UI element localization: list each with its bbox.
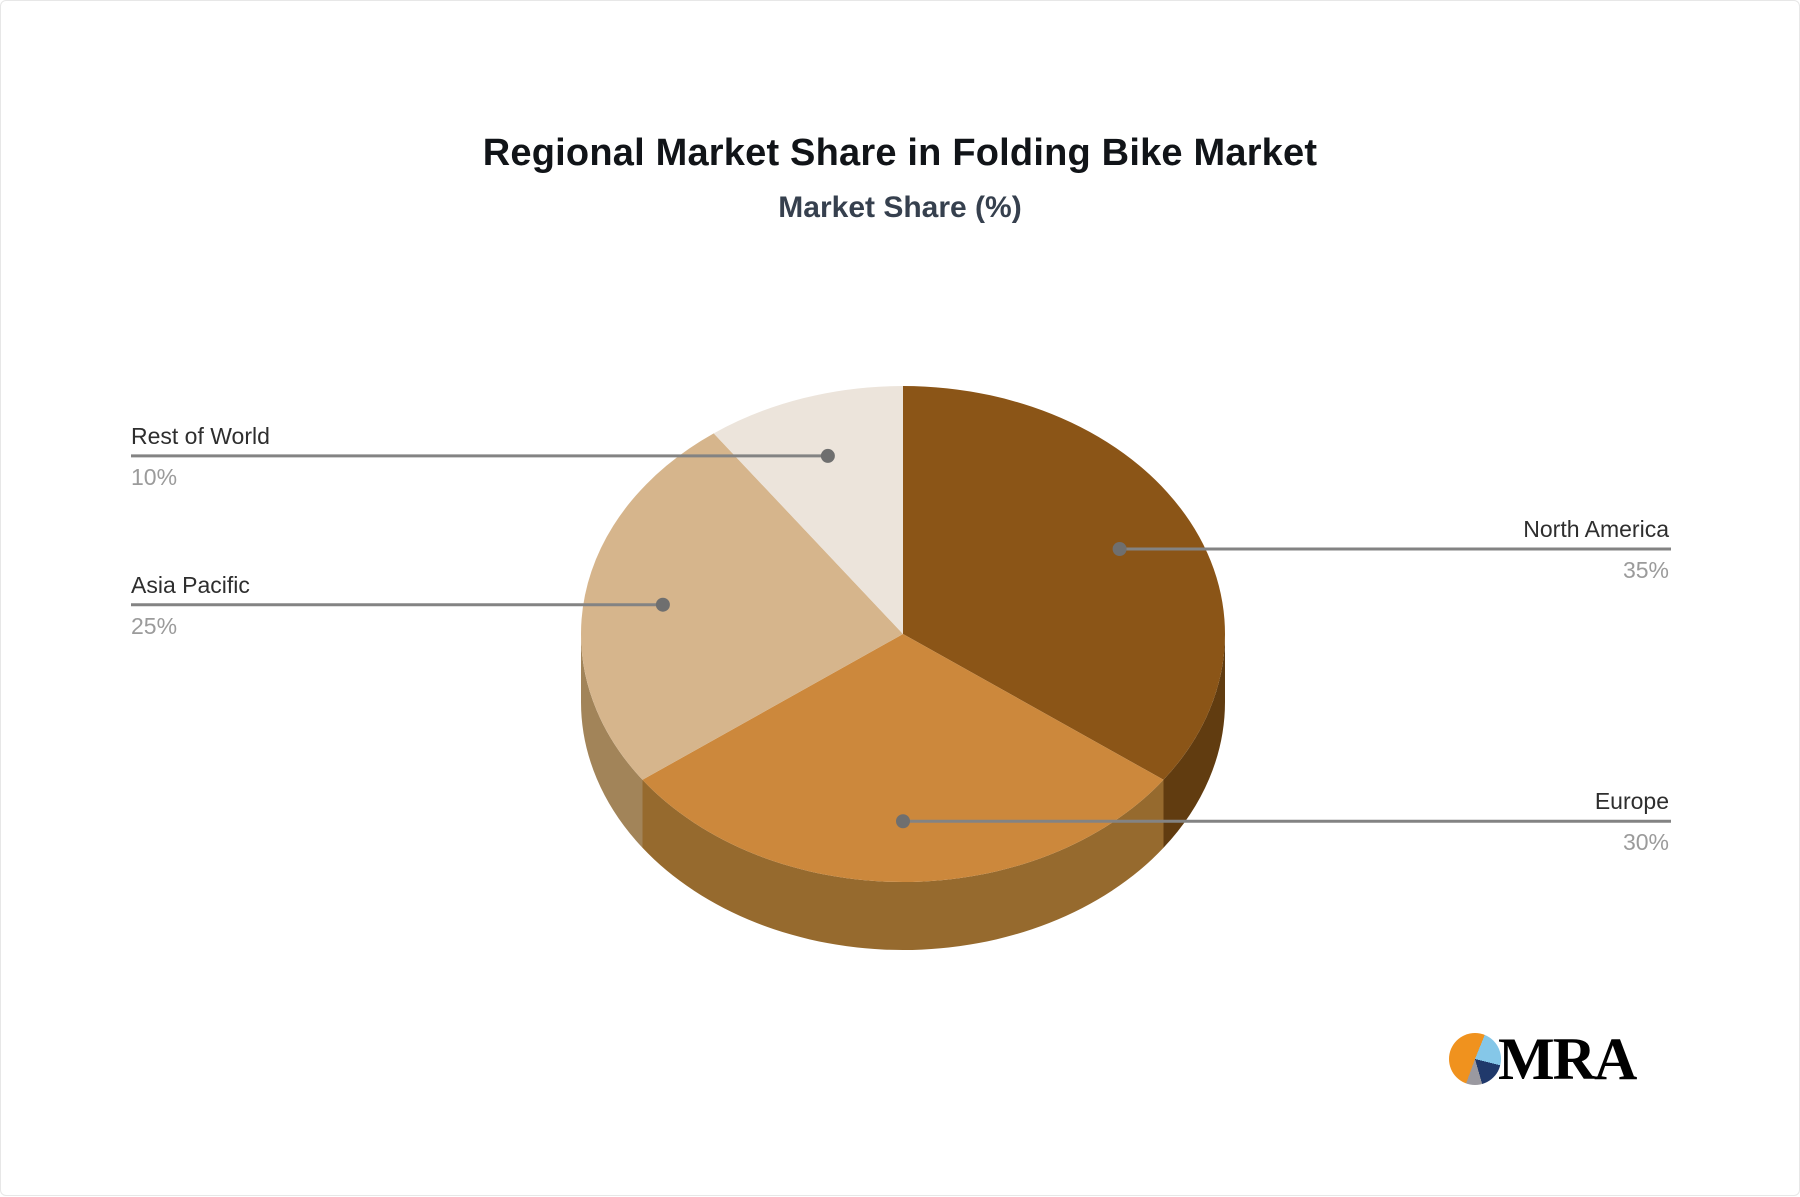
slice-label-rest-of-world: Rest of World (131, 422, 270, 449)
leader-dot-north-america (1112, 541, 1127, 556)
pie-slice-rest-of-world[interactable] (713, 385, 903, 634)
mra-logo: MRA (1449, 1026, 1637, 1092)
pie-slice-asia-pacific[interactable] (580, 433, 903, 780)
mra-logo-text: MRA (1498, 1026, 1637, 1092)
slice-value-rest-of-world: 10% (131, 463, 178, 490)
slice-value-north-america: 35% (1622, 556, 1669, 583)
leader-dot-asia-pacific (655, 597, 670, 612)
slice-label-north-america: North America (1523, 515, 1669, 542)
slice-label-europe: Europe (1594, 788, 1669, 815)
slice-value-asia-pacific: 25% (131, 612, 178, 639)
pie-slice-north-america[interactable] (903, 386, 1225, 780)
mra-logo-pie-icon (1449, 1033, 1501, 1085)
pie-slice-side-europe (642, 779, 1164, 950)
leader-dot-europe (896, 814, 910, 829)
pie-slice-side-asia-pacific (581, 634, 643, 848)
chart-title: Regional Market Share in Folding Bike Ma… (482, 132, 1318, 174)
chart-subtitle: Market Share (%) (778, 191, 1022, 224)
leader-dot-rest-of-world (820, 448, 835, 463)
pie-slice-side-north-america (1163, 634, 1225, 848)
slice-value-europe: 30% (1622, 829, 1669, 856)
slice-label-asia-pacific: Asia Pacific (131, 571, 250, 598)
